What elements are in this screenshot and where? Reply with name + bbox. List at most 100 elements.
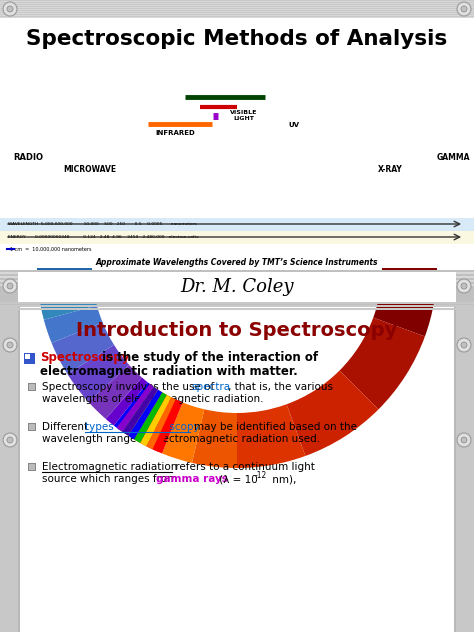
Wedge shape [44,305,102,343]
Text: wavelengths of electromagnetic radiation.: wavelengths of electromagnetic radiation… [42,394,264,404]
Bar [0,10,474,11]
Bar [0,9,474,10]
Wedge shape [137,394,171,446]
Bar [25,354,30,359]
Bar [24,353,35,364]
Bar [0,4,474,5]
Wedge shape [339,318,425,410]
Circle shape [3,338,17,352]
Text: Electromagnetic radiation: Electromagnetic radiation [42,462,177,472]
Bar [0,12,474,13]
Bar [29,464,35,470]
Text: types of spectroscopy: types of spectroscopy [85,422,203,432]
Text: is the study of the interaction of: is the study of the interaction of [98,351,318,365]
Text: Spectroscopic Methods of Analysis: Spectroscopic Methods of Analysis [27,29,447,49]
Bar [0,15,474,16]
Wedge shape [153,399,180,452]
Bar [0,14,474,15]
Text: may be identified based on the: may be identified based on the [194,422,357,432]
Bar [0,278,474,280]
Bar [454,305,456,632]
Bar [0,11,474,12]
Wedge shape [146,397,182,453]
Bar [0,18,474,60]
Wedge shape [37,268,93,296]
Circle shape [7,437,13,443]
Bar [0,302,474,304]
Text: Different: Different [42,422,91,432]
Wedge shape [122,387,158,435]
Bar [0,2,474,3]
Bar [29,384,35,390]
Wedge shape [106,377,148,425]
Bar [28,463,36,471]
Wedge shape [134,392,167,443]
Bar [0,305,474,307]
Wedge shape [287,370,378,456]
Text: spectra: spectra [191,382,230,392]
Circle shape [7,342,13,348]
Text: UV: UV [289,122,300,128]
Bar [0,305,474,632]
Bar [0,218,474,231]
Wedge shape [117,384,154,432]
Wedge shape [114,382,152,430]
Circle shape [457,433,471,447]
Bar [0,274,474,276]
Bar [0,270,474,272]
Circle shape [457,338,471,352]
Circle shape [3,2,17,16]
Text: INFRARED: INFRARED [155,130,195,136]
Wedge shape [88,365,142,419]
Text: GAMMA: GAMMA [436,154,470,162]
Circle shape [3,433,17,447]
Wedge shape [146,397,176,449]
Bar [0,3,474,4]
Circle shape [461,437,467,443]
Text: nm),: nm), [269,474,296,484]
Bar [0,308,474,310]
Text: 1 cm  =  10,000,000 nanometers: 1 cm = 10,000,000 nanometers [10,247,91,252]
Bar [0,7,474,8]
Wedge shape [140,395,171,446]
Bar [0,276,474,278]
Bar [0,16,474,17]
Bar [0,272,474,274]
Wedge shape [162,403,204,463]
Wedge shape [67,345,129,402]
Wedge shape [192,410,237,468]
Wedge shape [131,391,164,441]
Bar [29,424,35,430]
Circle shape [457,2,471,16]
Text: electromagnetic radiation with matter.: electromagnetic radiation with matter. [40,365,298,377]
Text: (λ = 10: (λ = 10 [216,474,258,484]
Bar [28,423,36,431]
Text: gamma rays: gamma rays [156,474,228,484]
Circle shape [7,6,13,12]
Text: VISIBLE
LIGHT: VISIBLE LIGHT [230,110,258,121]
Wedge shape [125,388,160,437]
Bar [456,305,474,632]
Wedge shape [39,288,97,320]
Text: , that is, the various: , that is, the various [228,382,333,392]
Bar [0,1,474,2]
Text: Dr. M. Coley: Dr. M. Coley [180,278,294,296]
Circle shape [7,283,13,289]
Text: Introduction to Spectroscopy: Introduction to Spectroscopy [76,320,398,339]
Bar [0,284,474,286]
Text: ENERGY       0.00000000348          0.124   2.48  4.96    2450   2,480,000   ele: ENERGY 0.00000000348 0.124 2.48 4.96 245… [8,235,199,239]
Text: WAVELENGTH  5,000,000,000        10,000    500   250       0.5    0.0005      na: WAVELENGTH 5,000,000,000 10,000 500 250 … [8,222,197,226]
Text: RADIO: RADIO [13,154,43,162]
Bar [0,58,474,273]
Bar [28,383,36,391]
Text: source which ranges from: source which ranges from [42,474,181,484]
Wedge shape [52,322,114,374]
Bar [0,305,18,632]
Bar [30,354,34,359]
Text: Spectroscopy involves the use of: Spectroscopy involves the use of [42,382,218,392]
Bar [0,282,474,284]
Bar [0,231,474,244]
Text: Approximate Wavelengths Covered by TMT’s Science Instruments: Approximate Wavelengths Covered by TMT’s… [96,258,378,267]
Text: Spectroscopy: Spectroscopy [40,351,129,365]
Text: -12: -12 [255,470,267,480]
